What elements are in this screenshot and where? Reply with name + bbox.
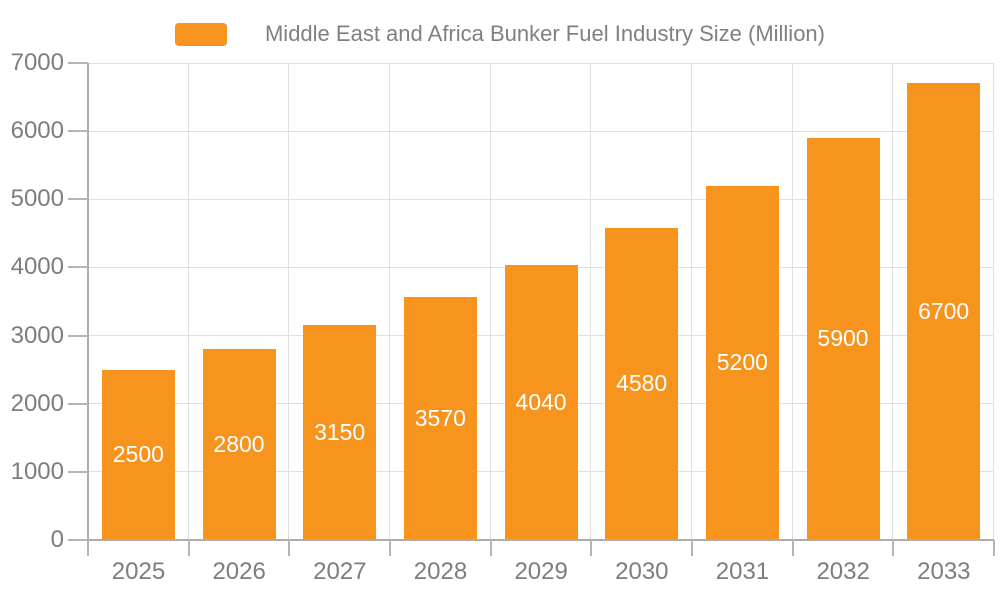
x-tick-5	[590, 540, 593, 556]
x-axis-label-2031: 2031	[715, 558, 770, 585]
gridline-y-7000	[88, 62, 994, 64]
y-axis-label-4000: 4000	[10, 253, 64, 281]
x-tick-2	[288, 540, 291, 556]
bar-2032[interactable]: 5900	[806, 137, 880, 540]
gridline-x-6	[691, 63, 692, 540]
x-axis-label-2029: 2029	[514, 558, 568, 585]
x-axis-label-2028: 2028	[413, 558, 468, 585]
gridline-x-4	[489, 63, 491, 540]
y-tick-3000	[68, 334, 88, 337]
gridline-y-6000	[88, 130, 994, 132]
x-tick-1	[187, 540, 190, 556]
legend-label: Middle East and Africa Bunker Fuel Indus…	[264, 21, 825, 46]
x-axis-line	[88, 539, 994, 541]
x-axis-label-2026: 2026	[212, 558, 266, 585]
gridline-x-5	[590, 63, 592, 540]
gridline-x-1	[187, 63, 189, 540]
x-tick-8	[892, 540, 895, 556]
gridline-x-2	[288, 63, 290, 540]
y-tick-7000	[68, 62, 88, 64]
bar-value-label-2032: 5900	[817, 325, 869, 352]
y-axis-label-2000: 2000	[10, 389, 64, 417]
bar-value-label-2030: 4580	[616, 370, 668, 397]
y-tick-0	[68, 539, 88, 541]
x-tick-7	[791, 540, 794, 556]
bar-value-label-2029: 4040	[515, 388, 567, 415]
x-tick-6	[691, 540, 693, 556]
y-tick-4000	[68, 266, 88, 269]
legend-swatch	[174, 22, 227, 46]
y-tick-2000	[68, 402, 88, 405]
x-axis-label-2030: 2030	[615, 558, 669, 585]
gridline-y-5000	[88, 198, 994, 200]
y-tick-5000	[68, 198, 88, 201]
gridline-x-8	[892, 63, 894, 540]
y-axis-label-7000: 7000	[10, 49, 64, 76]
bar-2030[interactable]: 4580	[605, 227, 679, 540]
bar-2027[interactable]: 3150	[303, 325, 377, 540]
x-axis-label-2027: 2027	[313, 558, 367, 585]
x-axis-label-2033: 2033	[917, 558, 971, 585]
x-axis-label-2032: 2032	[816, 558, 870, 585]
x-tick-3	[389, 540, 391, 556]
gridline-x-3	[389, 63, 390, 540]
gridline-x-7	[791, 63, 793, 540]
bar-2026[interactable]: 2800	[202, 349, 276, 540]
y-tick-6000	[68, 130, 88, 133]
y-axis-line	[87, 63, 89, 540]
bar-value-label-2027: 3150	[314, 419, 366, 446]
bar-2025[interactable]: 2500	[101, 369, 175, 540]
y-axis-label-1000: 1000	[10, 457, 64, 485]
legend-item[interactable]: Middle East and Africa Bunker Fuel Indus…	[0, 20, 1000, 48]
bar-value-label-2028: 3570	[414, 404, 466, 431]
bar-value-label-2025: 2500	[112, 441, 164, 468]
bar-2033[interactable]: 6700	[907, 83, 981, 540]
y-tick-1000	[68, 470, 88, 473]
gridline-x-9	[993, 63, 994, 540]
x-tick-4	[489, 540, 492, 556]
plot-area: 2500 2800 3150 3570 4040 4580 5200 5900 6700	[88, 62, 994, 540]
x-tick-0	[87, 540, 89, 556]
y-axis-label-6000: 6000	[10, 117, 64, 145]
bar-value-label-2033: 6700	[918, 298, 970, 325]
x-tick-9	[993, 540, 995, 556]
bar-2031[interactable]: 5200	[705, 185, 779, 540]
y-axis-label-0: 0	[50, 526, 64, 553]
bar-2029[interactable]: 4040	[504, 264, 578, 540]
bar-value-label-2031: 5200	[716, 349, 768, 376]
y-axis-label-3000: 3000	[10, 321, 64, 349]
bar-value-label-2026: 2800	[213, 431, 265, 458]
y-axis-label-5000: 5000	[10, 185, 64, 213]
bar-2028[interactable]: 3570	[403, 296, 477, 540]
x-axis-label-2025: 2025	[111, 558, 166, 585]
